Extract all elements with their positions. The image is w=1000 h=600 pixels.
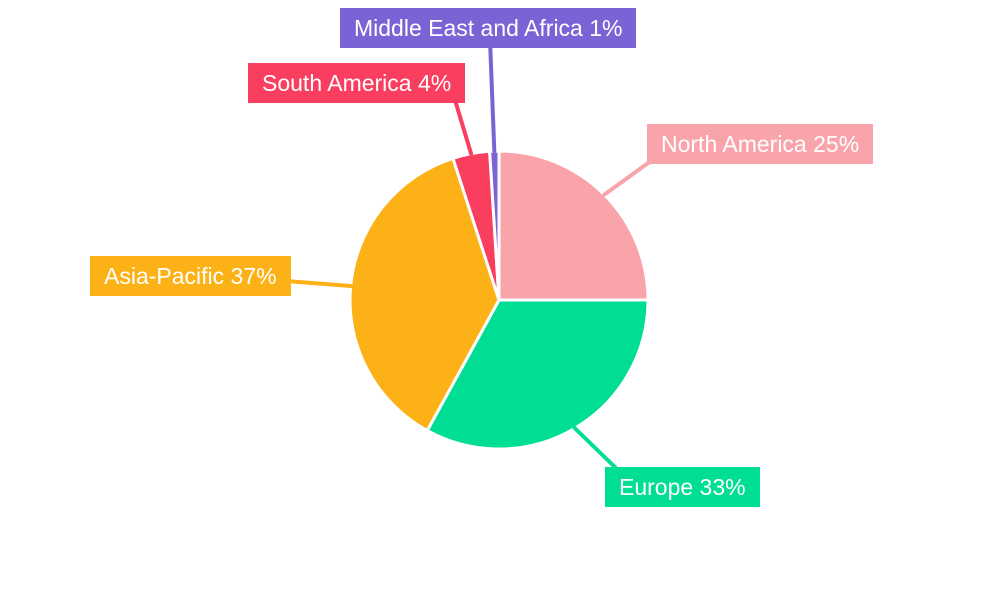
slice-label-north-america: North America 25% bbox=[647, 124, 874, 164]
leader-line-north-america bbox=[602, 156, 657, 197]
slice-label-asia-pacific: Asia-Pacific 37% bbox=[90, 256, 291, 296]
leader-line-asia-pacific bbox=[284, 279, 353, 288]
pie-slice-north-america[interactable] bbox=[497, 149, 650, 302]
slice-label-south-america: South America 4% bbox=[248, 63, 466, 103]
slice-label-middle-east-and-africa: Middle East and Africa 1% bbox=[340, 8, 637, 48]
leader-line-europe bbox=[572, 426, 622, 474]
leader-line-middle-east-and-africa bbox=[488, 38, 497, 154]
leader-line-south-america bbox=[453, 98, 474, 156]
slice-label-europe: Europe 33% bbox=[605, 467, 760, 507]
